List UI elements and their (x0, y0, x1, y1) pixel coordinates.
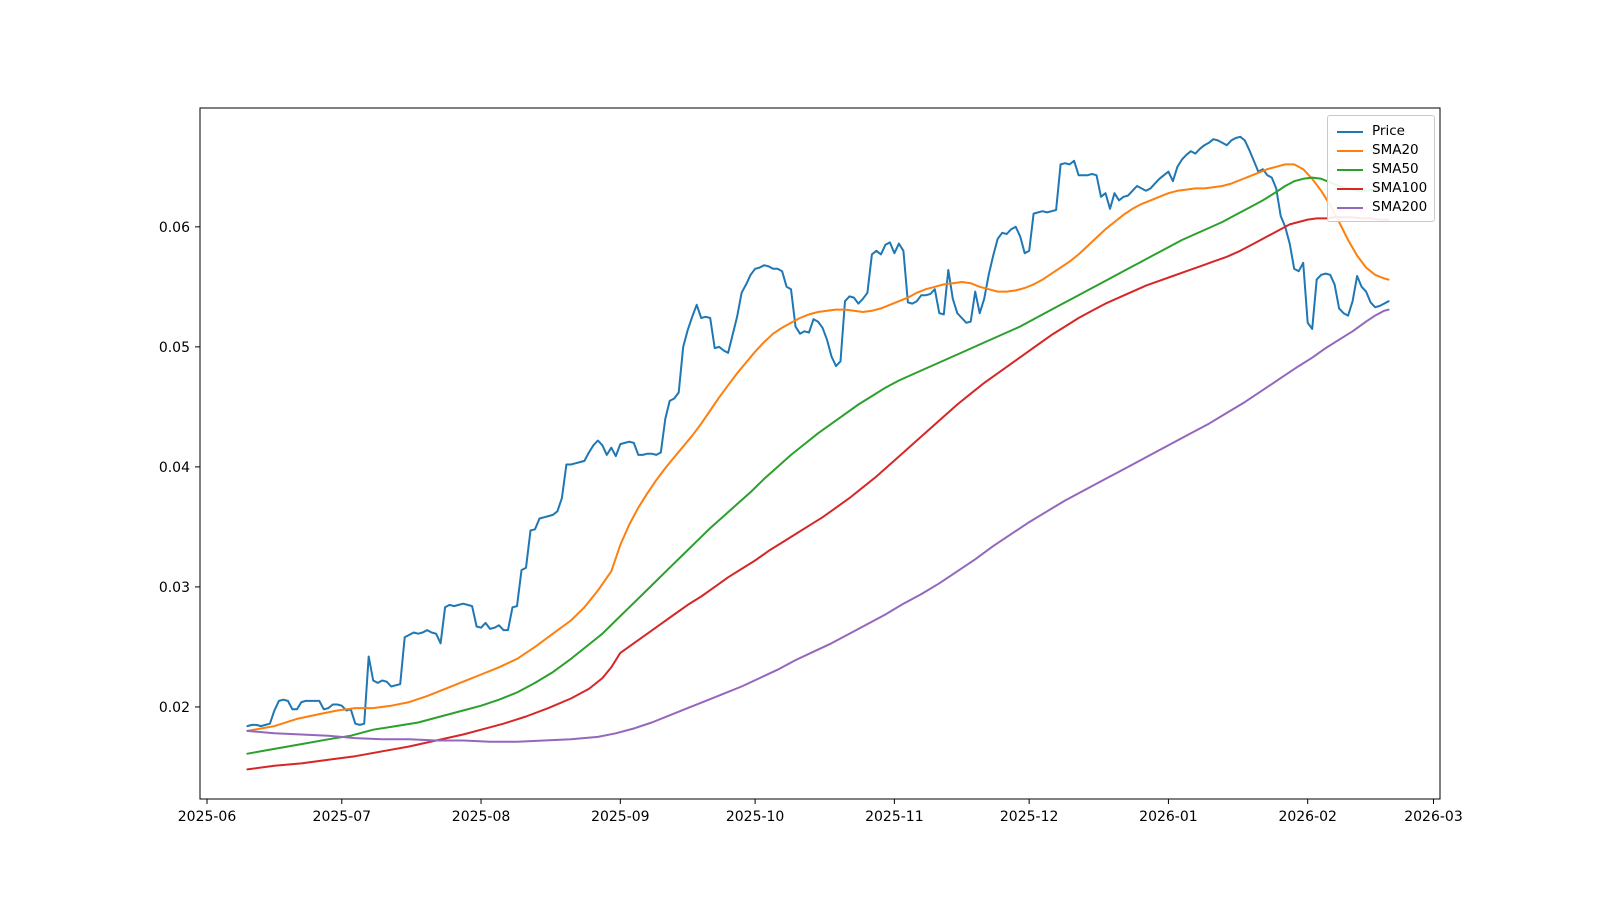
legend-label-sma20: SMA20 (1372, 142, 1419, 158)
x-tick-label: 2026-02 (1278, 809, 1337, 825)
legend: Price SMA20 SMA50 SMA100 SMA200 (1327, 115, 1435, 222)
legend-item-sma200: SMA200 (1337, 198, 1428, 217)
series-line-price (246, 135, 1390, 728)
y-tick-label: 0.02 (159, 700, 190, 716)
price-line-swatch (1337, 130, 1363, 133)
sma50-line-swatch (1337, 168, 1363, 171)
x-tick-label: 2025-08 (452, 809, 511, 825)
y-tick-label: 0.06 (159, 220, 190, 236)
y-tick-label: 0.05 (159, 340, 190, 356)
sma100-line-swatch (1337, 187, 1363, 190)
x-tick-label: 2026-03 (1404, 809, 1463, 825)
series-line-sma100 (246, 216, 1390, 771)
legend-label-sma200: SMA200 (1372, 199, 1428, 215)
x-tick-label: 2025-09 (591, 809, 650, 825)
legend-label-sma100: SMA100 (1372, 180, 1428, 196)
x-tick-label: 2025-11 (865, 809, 924, 825)
axes-frame (199, 107, 1441, 800)
legend-item-sma100: SMA100 (1337, 179, 1428, 198)
x-tick-label: 2025-12 (1000, 809, 1059, 825)
series-line-sma20 (246, 163, 1390, 732)
series-line-sma50 (246, 176, 1390, 755)
sma200-line-swatch (1337, 206, 1363, 209)
x-tick-label: 2025-06 (178, 809, 237, 825)
x-tick-label: 2025-10 (726, 809, 785, 825)
sma20-line-swatch (1337, 149, 1363, 152)
series-line-sma200 (246, 308, 1390, 743)
legend-label-price: Price (1372, 123, 1405, 139)
legend-item-sma50: SMA50 (1337, 160, 1426, 179)
legend-item-sma20: SMA20 (1337, 141, 1426, 160)
y-tick-label: 0.04 (159, 460, 190, 476)
y-tick-label: 0.03 (159, 580, 190, 596)
x-tick-label: 2026-01 (1139, 809, 1198, 825)
legend-item-price: Price (1337, 122, 1426, 141)
legend-label-sma50: SMA50 (1372, 161, 1419, 177)
x-tick-label: 2025-07 (313, 809, 372, 825)
